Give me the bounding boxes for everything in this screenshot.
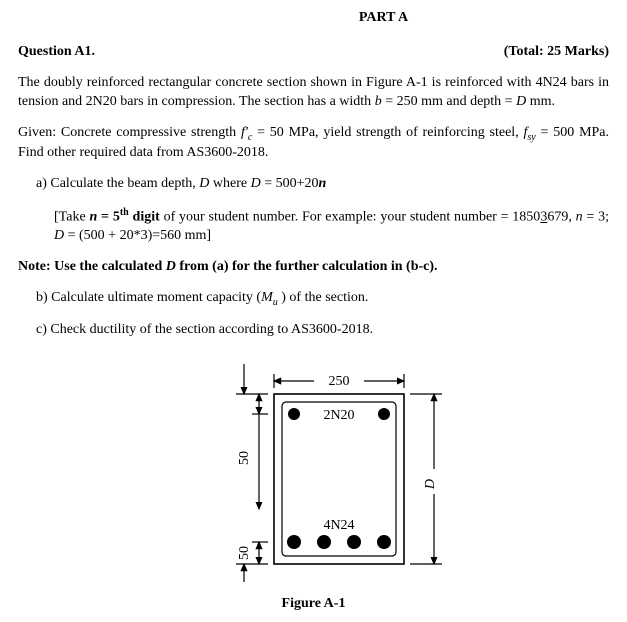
text: from (a) for the further calculation in … xyxy=(176,259,438,274)
part-title: PART A xyxy=(158,10,609,26)
text: Note: Use the calculated xyxy=(18,259,166,274)
var-fsy-sub: sy xyxy=(527,132,535,143)
text: = 250 mm and depth = xyxy=(382,94,516,109)
top-bars-label: 2N20 xyxy=(323,408,354,423)
dim-width-label: 250 xyxy=(328,374,349,389)
text: [Take xyxy=(54,210,89,225)
item-b: b) Calculate ultimate moment capacity (M… xyxy=(36,289,609,309)
item-c: c) Check ductility of the section accord… xyxy=(36,321,609,340)
var-D: D xyxy=(166,259,176,274)
var-b: b xyxy=(375,94,382,109)
dim-D-label: D xyxy=(423,479,438,490)
text: b) Calculate ultimate moment capacity ( xyxy=(36,290,261,305)
text: a) Calculate the beam depth, xyxy=(36,176,199,191)
note-bold: Note: Use the calculated D from (a) for … xyxy=(18,258,609,277)
text: where xyxy=(209,176,250,191)
question-header: Question A1. (Total: 25 Marks) xyxy=(18,44,609,60)
text: of your student number. For example: you… xyxy=(160,210,541,225)
text: = 500+20 xyxy=(261,176,319,191)
th: th xyxy=(120,207,129,218)
figure-a1: 250 2N20 4N24 50 50 D xyxy=(144,354,484,584)
item-a: a) Calculate the beam depth, D where D =… xyxy=(36,175,609,194)
var-D: D xyxy=(199,176,209,191)
figure-caption: Figure A-1 xyxy=(18,596,609,612)
bot-bar-4 xyxy=(377,535,391,549)
var-D: D xyxy=(251,176,261,191)
var-M: M xyxy=(261,290,273,305)
question-label: Question A1. xyxy=(18,44,95,60)
text: 679, xyxy=(547,210,575,225)
bot-bar-1 xyxy=(287,535,301,549)
text: = xyxy=(97,210,113,225)
bot-bar-2 xyxy=(317,535,331,549)
var-D: D xyxy=(516,94,526,109)
text: Given: Concrete compressive strength xyxy=(18,125,241,140)
text: mm. xyxy=(526,94,555,109)
text: = 3; xyxy=(583,210,609,225)
dim-cover-bot-label: 50 xyxy=(237,546,252,560)
dim-cover-top-label: 50 xyxy=(237,451,252,465)
bot-bar-3 xyxy=(347,535,361,549)
var-fc: f' xyxy=(241,125,248,140)
var-n: n xyxy=(576,210,583,225)
var-D: D xyxy=(54,228,64,243)
text: = 50 MPa, yield strength of reinforcing … xyxy=(252,125,523,140)
text: = (500 + 20*3)=560 mm] xyxy=(64,228,211,243)
text: ) of the section. xyxy=(278,290,369,305)
intro-paragraph: The doubly reinforced rectangular concre… xyxy=(18,74,609,112)
figure-wrap: 250 2N20 4N24 50 50 D xyxy=(18,354,609,584)
var-n: n xyxy=(319,176,327,191)
top-bar-1 xyxy=(288,408,300,420)
text: digit xyxy=(129,210,160,225)
bot-bars-label: 4N24 xyxy=(323,518,354,533)
marks-label: (Total: 25 Marks) xyxy=(504,44,609,60)
item-a-note: [Take n = 5th digit of your student numb… xyxy=(54,206,609,246)
text: 5 xyxy=(113,210,120,225)
top-bar-2 xyxy=(378,408,390,420)
given-paragraph: Given: Concrete compressive strength f'c… xyxy=(18,124,609,163)
